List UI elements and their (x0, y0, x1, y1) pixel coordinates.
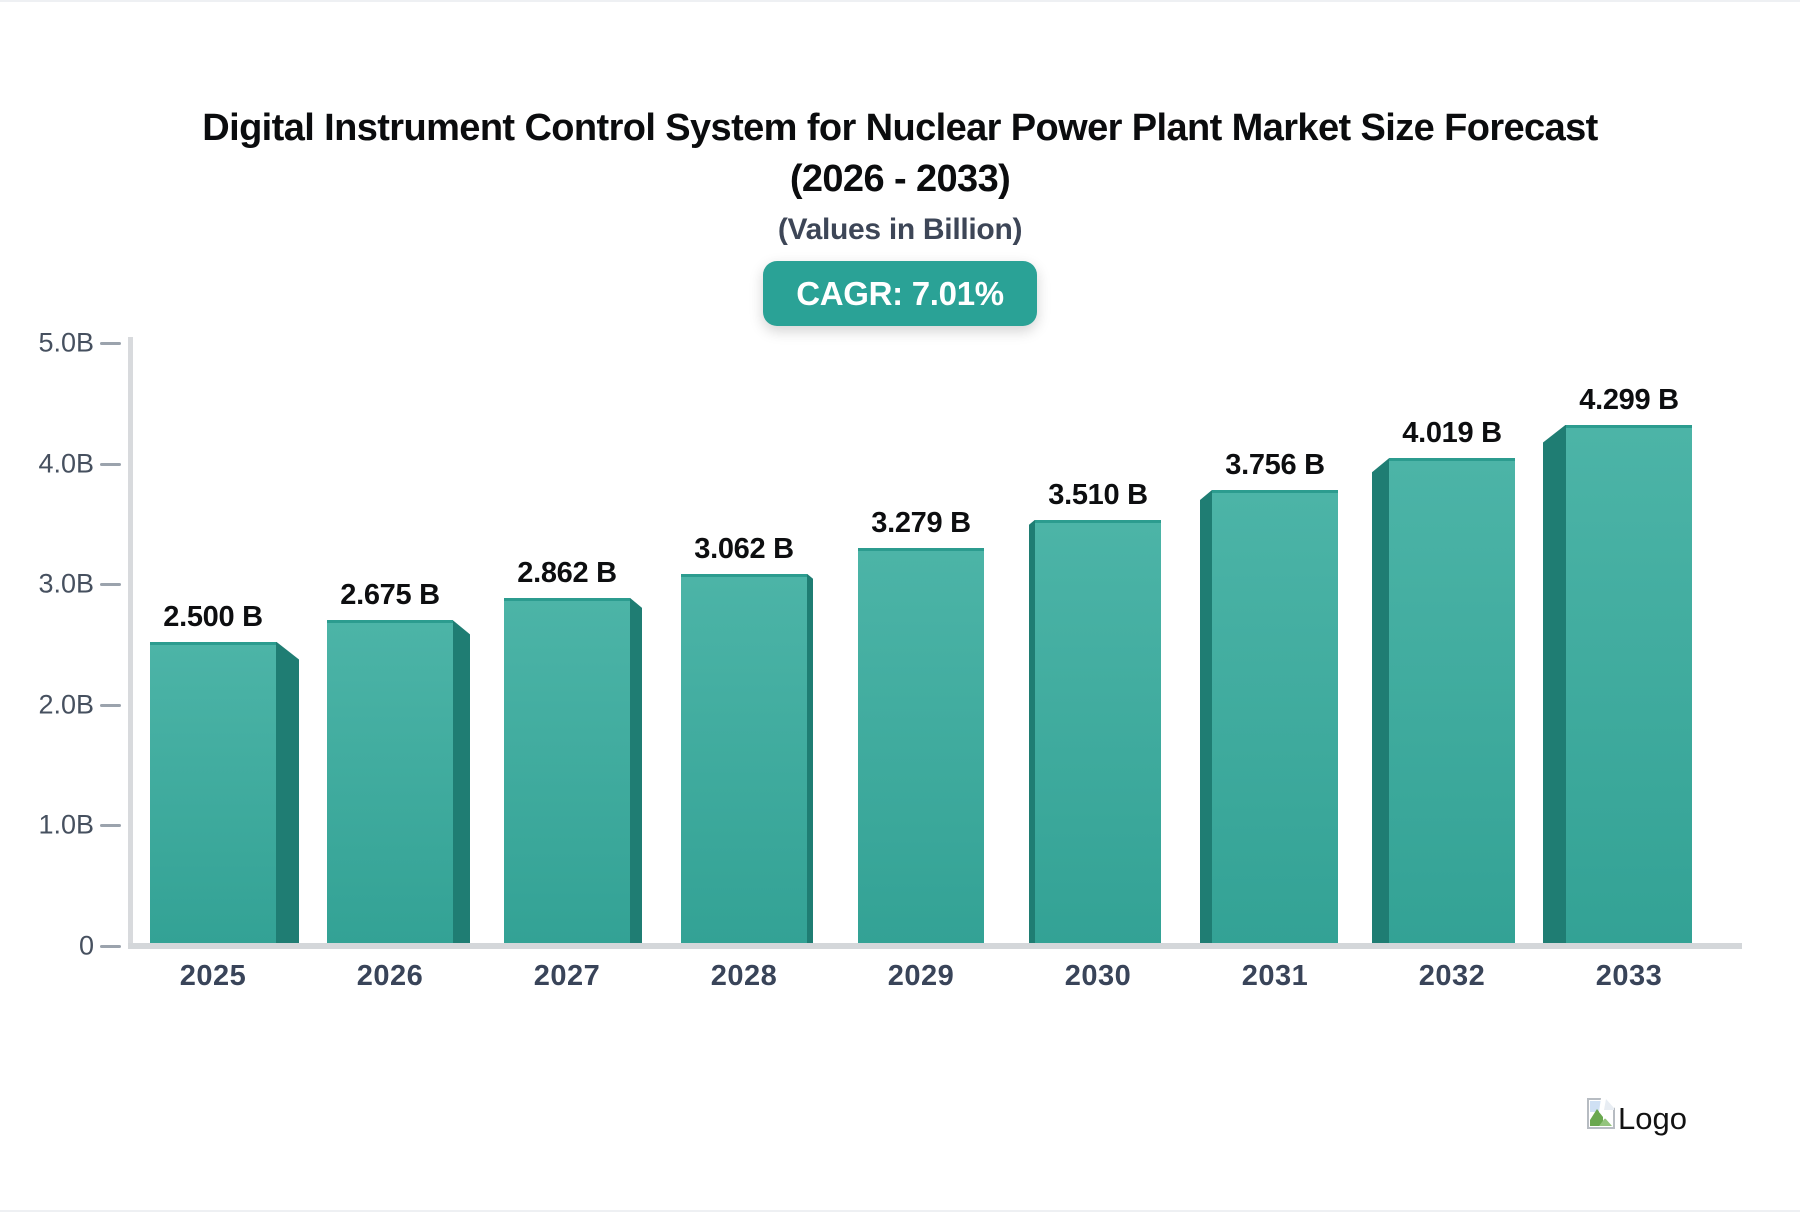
bar-side-face (453, 620, 470, 943)
bar-group-2033: 4.299 B 2033 (1543, 384, 1692, 992)
chart-subtitle: (Values in Billion) (777, 213, 1023, 246)
bar-side-face (1029, 519, 1035, 943)
y-axis-tick-label: 4.0B (38, 448, 94, 479)
bar-side-face (630, 597, 642, 943)
logo-text: Logo (1618, 1101, 1687, 1137)
y-axis-tick-label: 3.0B (38, 568, 94, 599)
x-axis-category-label: 2029 (887, 959, 955, 992)
bar-group-2031: 3.756 B 2031 (1200, 449, 1338, 992)
x-axis-category-label: 2030 (1064, 959, 1132, 992)
y-axis-tick (100, 462, 121, 466)
bar-value-label: 4.299 B (1579, 383, 1679, 416)
y-axis-tick (100, 583, 121, 587)
y-axis-tick (100, 945, 121, 948)
x-axis-category-label: 2027 (533, 959, 601, 992)
x-axis-category-label: 2026 (356, 959, 424, 992)
bar-group-2029: 3.279 B 2029 (858, 507, 984, 992)
bar-value-label: 3.756 B (1225, 449, 1325, 482)
bar-value-label: 3.279 B (871, 506, 971, 539)
page-title-line1: Digital Instrument Control System for Nu… (202, 107, 1598, 149)
bar-value-label: 3.510 B (1048, 478, 1148, 511)
bar-side-face (276, 641, 299, 943)
x-axis-line (128, 943, 1742, 949)
y-axis-tick-label: 0 (78, 930, 94, 961)
y-axis-line (128, 337, 133, 949)
y-axis-tick-label: 1.0B (38, 809, 94, 840)
page-title-line2: (2026 - 2033) (789, 158, 1011, 200)
y-axis-tick-label: 5.0B (38, 327, 94, 358)
broken-image-icon (1586, 1096, 1617, 1136)
bar-side-face (1543, 424, 1566, 943)
bar-front-face (1212, 490, 1338, 943)
bar-group-2027: 2.862 B 2027 (504, 557, 642, 992)
y-axis-tick (100, 703, 121, 707)
bar-front-face (1035, 519, 1161, 943)
x-axis-category-label: 2025 (179, 960, 247, 992)
bar-front-face (1566, 424, 1692, 943)
bar-value-label: 2.675 B (340, 579, 440, 612)
logo: Logo (1586, 1096, 1687, 1136)
bar-side-face (1200, 490, 1212, 943)
bar-value-label: 2.500 B (163, 600, 263, 633)
bar-group-2026: 2.675 B 2026 (327, 579, 470, 992)
bar-group-2032: 4.019 B 2032 (1372, 417, 1515, 992)
badge-row: CAGR: 7.01% (0, 261, 1800, 326)
x-axis-category-label: 2031 (1241, 959, 1309, 992)
bar-side-face (807, 573, 813, 943)
bar-front-face (327, 620, 453, 943)
bar-value-label: 3.062 B (694, 532, 794, 565)
bar-value-label: 4.019 B (1402, 417, 1502, 450)
x-axis-category-label: 2033 (1595, 959, 1663, 992)
bar-group-2025: 2.500 B 2025 (150, 601, 299, 992)
bar-value-label: 2.862 B (517, 556, 617, 589)
bar-group-2028: 3.062 B 2028 (681, 533, 813, 992)
chart-header: Digital Instrument Control System for Nu… (0, 2, 1800, 326)
bar-group-2030: 3.510 B 2030 (1029, 479, 1161, 992)
cagr-badge: CAGR: 7.01% (763, 261, 1037, 326)
bar-front-face (1389, 458, 1515, 943)
y-axis-tick (100, 824, 121, 828)
y-axis-tick (100, 342, 121, 345)
y-axis-tick-label: 2.0B (38, 689, 94, 720)
x-axis-category-label: 2028 (710, 959, 778, 992)
bar-front-face (858, 547, 984, 943)
bar-side-face (1372, 458, 1389, 943)
bar-front-face (150, 641, 276, 943)
x-axis-category-label: 2032 (1418, 959, 1486, 992)
bar-front-face (504, 597, 630, 943)
bar-front-face (681, 573, 807, 943)
